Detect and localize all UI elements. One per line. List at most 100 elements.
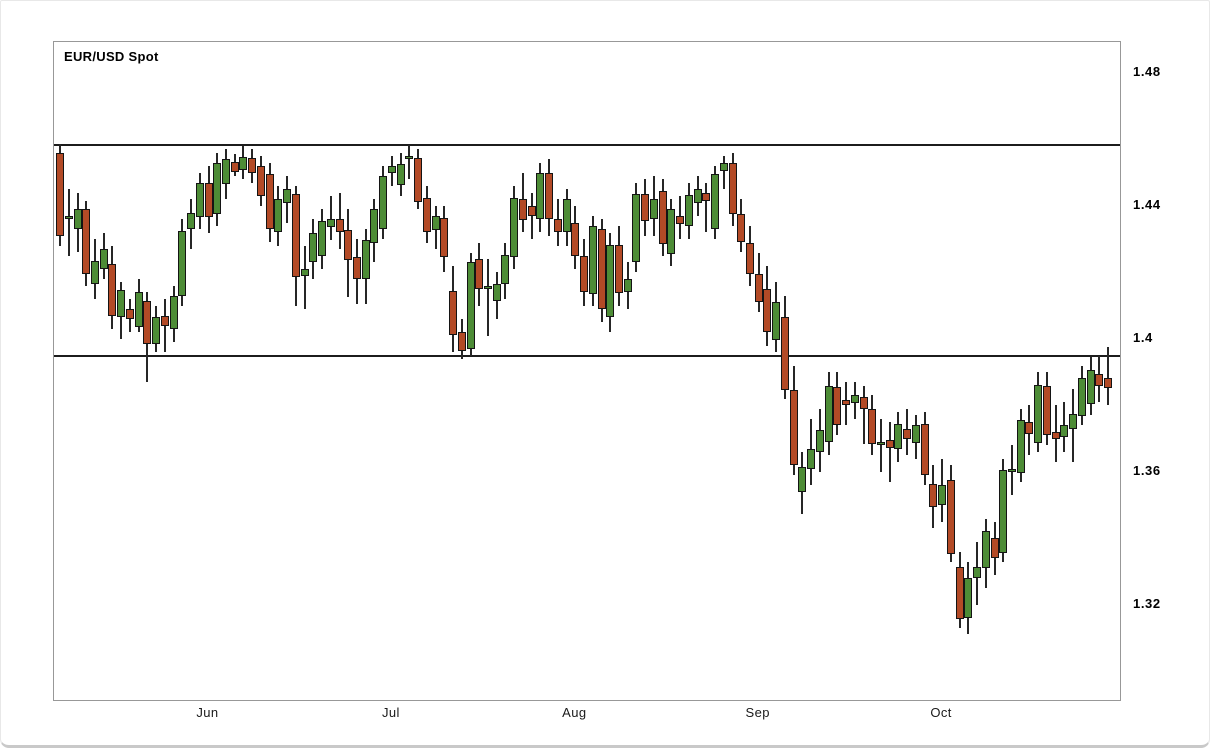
candle-body-up [283, 189, 292, 203]
candle-body-down [1095, 373, 1104, 386]
x-tick-label: Oct [930, 705, 952, 720]
candle-body-down [1051, 431, 1060, 439]
candle-body-up [1034, 384, 1043, 443]
candle-body-up [379, 176, 388, 229]
candle-body-down [920, 424, 929, 475]
y-tick-label: 1.32 [1133, 595, 1161, 611]
candle-body-down [614, 244, 623, 293]
candle-body-up [387, 166, 396, 173]
candle-body-up [667, 208, 676, 254]
candle-body-up [492, 284, 501, 301]
candle-body-down [676, 215, 685, 225]
candle-body-down [1042, 385, 1051, 436]
candle-body-up [1016, 420, 1025, 473]
candle-body-up [239, 156, 248, 170]
candle-body-up [964, 578, 973, 619]
candle-body-down [291, 194, 300, 278]
candle-wick [303, 245, 306, 309]
candle-body-up [152, 317, 161, 344]
candle-wick [163, 299, 166, 353]
candle-body-down [553, 219, 562, 232]
candle-body-up [90, 260, 99, 285]
candle-body-up [405, 156, 414, 160]
candle-body-up [894, 424, 903, 449]
candle-body-up [195, 182, 204, 218]
x-tick-label: Jun [196, 705, 219, 720]
candle-body-up [711, 174, 719, 230]
candle-body-down [728, 162, 737, 215]
candle-body-up [187, 212, 195, 230]
candle-body-down [903, 428, 912, 439]
candle-body-up [396, 163, 405, 185]
candle-body-up [999, 469, 1008, 554]
candle-body-up [169, 295, 178, 329]
candle-body-up [588, 226, 597, 294]
candle-body-up [309, 232, 318, 263]
candle-body-up [824, 385, 833, 442]
candle-body-down [955, 566, 964, 619]
candle-body-down [658, 191, 667, 244]
x-axis-labels: Jun Jul Aug Sep Oct [1, 705, 1209, 725]
x-tick-label: Aug [562, 705, 587, 720]
candle-body-up [772, 302, 781, 340]
candle-body-up [606, 244, 615, 317]
candle-body-down [160, 315, 169, 326]
y-tick-label: 1.4 [1133, 329, 1153, 345]
candle-body-down [440, 218, 449, 258]
support-line [54, 354, 1120, 357]
candle-body-up [370, 209, 379, 244]
candle-body-up [876, 442, 885, 446]
x-tick-label: Sep [745, 705, 770, 720]
candle-body-down [641, 194, 650, 221]
candle-body-down [256, 166, 265, 196]
candle-body-down [125, 309, 134, 319]
candle-wick [486, 259, 489, 336]
candle-wick [408, 145, 411, 180]
candle-body-down [527, 205, 536, 216]
candle-body-up [117, 289, 126, 318]
candle-body-down [475, 259, 484, 289]
candle-body-down [422, 197, 431, 232]
candle-body-down [990, 538, 999, 559]
candle-body-up [684, 195, 693, 226]
candle-body-down [580, 255, 588, 293]
candle-body-up [274, 199, 283, 233]
candle-body-up [431, 216, 440, 230]
candle-wick [329, 195, 332, 241]
x-tick-label: Jul [381, 705, 400, 720]
candle-body-up [798, 466, 807, 492]
candle-body-down [754, 273, 763, 303]
candle-body-down [737, 214, 746, 243]
y-tick-label: 1.36 [1133, 462, 1161, 478]
candle-body-up [623, 279, 632, 293]
candle-body-up [719, 162, 728, 171]
candle-body-up [483, 285, 492, 289]
candle-body-down [571, 222, 580, 257]
candle-body-down [842, 399, 850, 405]
candle-body-up [73, 209, 82, 230]
candle-wick [67, 189, 70, 256]
plot-area: EUR/USD Spot [53, 41, 1121, 701]
candle-body-up [318, 220, 326, 256]
candle-body-up [64, 215, 73, 220]
candle-body-down [780, 317, 789, 390]
candle-body-down [545, 172, 554, 220]
candle-body-down [108, 264, 117, 316]
candle-body-down [1025, 422, 1034, 434]
candle-body-up [501, 254, 510, 285]
candle-body-down [868, 409, 877, 444]
candle-body-down [929, 483, 938, 507]
candle-body-up [911, 425, 920, 443]
candle-body-down [143, 300, 152, 344]
candle-wick [705, 182, 708, 232]
candle-body-up [361, 240, 370, 279]
candle-body-down [833, 387, 842, 425]
candle-wick [888, 422, 891, 482]
candle-body-down [414, 157, 423, 202]
candle-body-down [344, 229, 353, 261]
candle-body-up [1007, 468, 1016, 472]
candle-body-up [938, 485, 947, 506]
candle-body-up [134, 291, 143, 328]
candle-body-down [352, 257, 361, 279]
candle-body-up [973, 566, 981, 579]
